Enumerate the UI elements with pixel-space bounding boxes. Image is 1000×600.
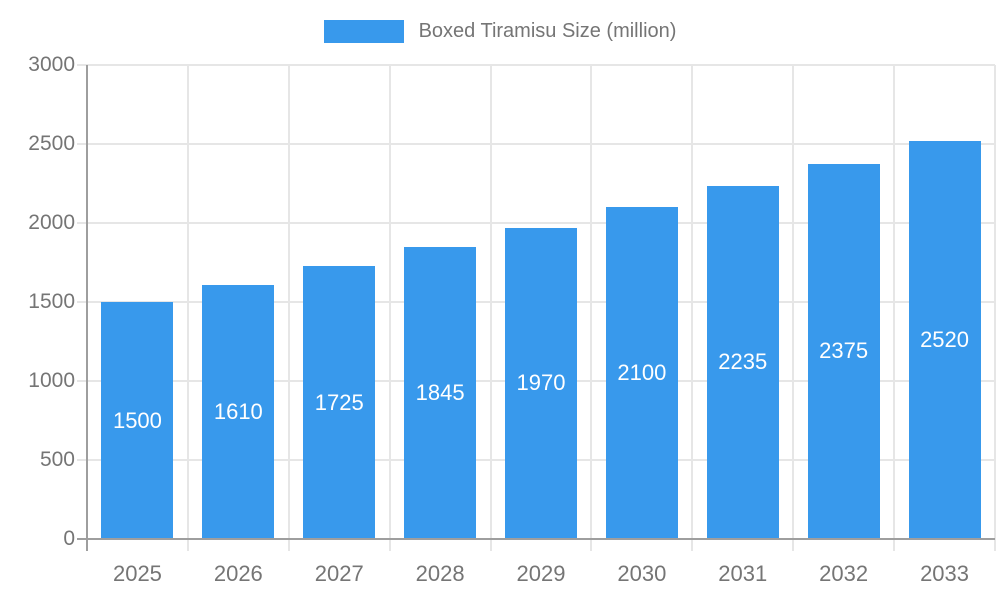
bar[interactable]: 1725 — [303, 266, 376, 539]
gridline-vertical — [489, 65, 492, 551]
gridline-vertical — [893, 65, 896, 551]
bar-value-label: 2375 — [819, 338, 869, 364]
bar[interactable]: 1500 — [101, 302, 174, 539]
x-axis-label: 2025 — [112, 561, 162, 586]
x-axis-label: 2032 — [819, 561, 869, 586]
gridline-vertical — [186, 65, 189, 551]
bar[interactable]: 2520 — [908, 140, 981, 539]
gridline-horizontal — [77, 143, 995, 145]
gridline-vertical — [287, 65, 290, 551]
y-axis-label: 500 — [39, 448, 75, 471]
bar[interactable]: 2100 — [605, 207, 678, 539]
y-axis-label: 2000 — [28, 211, 75, 234]
y-axis-label: 1500 — [28, 290, 75, 313]
x-axis-label: 2026 — [213, 561, 263, 586]
gridline-vertical — [691, 65, 694, 551]
bar-value-label: 2235 — [718, 349, 768, 375]
gridline-vertical — [388, 65, 391, 551]
x-axis-label: 2031 — [718, 561, 768, 586]
plot-area: 0 500 1000 1500 2000 2500 3000 1500 1610 1725 1845… — [28, 53, 996, 586]
bar-value-label: 2520 — [920, 326, 970, 352]
bar-value-label: 2100 — [617, 360, 667, 386]
x-axis-label: 2030 — [617, 561, 667, 586]
bar-value-label: 1725 — [314, 389, 364, 415]
y-axis-line — [86, 65, 88, 551]
bar[interactable]: 2235 — [706, 185, 779, 539]
gridline-vertical — [994, 65, 996, 551]
bar[interactable]: 1970 — [505, 227, 577, 539]
y-axis-label: 0 — [63, 527, 75, 550]
bar[interactable]: 1845 — [404, 247, 477, 539]
gridline-horizontal — [77, 222, 995, 224]
x-axis-line — [77, 538, 995, 540]
bar[interactable]: 1610 — [202, 284, 275, 539]
y-axis-label: 2500 — [28, 132, 75, 155]
gridline-vertical — [590, 65, 593, 551]
gridline-horizontal — [77, 64, 995, 66]
gridline-vertical — [792, 65, 795, 551]
x-axis-label: 2027 — [314, 561, 364, 586]
x-axis-label: 2033 — [920, 561, 970, 586]
y-axis-label: 1000 — [28, 369, 75, 392]
bar-value-label: 1845 — [415, 380, 465, 406]
bar[interactable]: 2375 — [807, 163, 880, 539]
legend-swatch — [323, 20, 404, 43]
bar-value-label: 1970 — [516, 370, 566, 396]
legend-label: Boxed Tiramisu Size (million) — [418, 20, 677, 42]
bar-value-label: 1610 — [213, 398, 263, 424]
x-axis-label: 2028 — [415, 561, 465, 586]
legend-item[interactable]: Boxed Tiramisu Size (million) — [323, 20, 677, 43]
x-axis-label: 2029 — [516, 561, 566, 586]
legend: Boxed Tiramisu Size (million) — [0, 20, 1000, 43]
y-axis-label: 3000 — [28, 53, 75, 76]
bar-value-label: 1500 — [112, 407, 162, 433]
